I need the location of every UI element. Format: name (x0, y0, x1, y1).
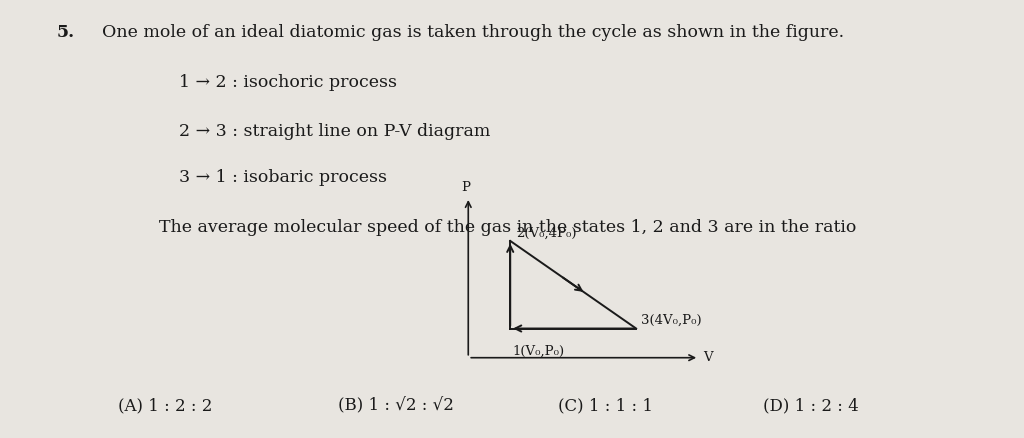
Text: 1(V₀,P₀): 1(V₀,P₀) (512, 345, 564, 357)
Text: 3(4V₀,P₀): 3(4V₀,P₀) (641, 314, 701, 327)
Text: The average molecular speed of the gas in the states 1, 2 and 3 are in the ratio: The average molecular speed of the gas i… (159, 219, 856, 236)
Text: (A) 1 : 2 : 2: (A) 1 : 2 : 2 (118, 397, 212, 414)
Text: V: V (703, 351, 713, 364)
Text: 5.: 5. (56, 24, 75, 41)
Text: (D) 1 : 2 : 4: (D) 1 : 2 : 4 (763, 397, 859, 414)
Text: (C) 1 : 1 : 1: (C) 1 : 1 : 1 (558, 397, 653, 414)
Text: One mole of an ideal diatomic gas is taken through the cycle as shown in the fig: One mole of an ideal diatomic gas is tak… (102, 24, 845, 41)
Text: 3 → 1 : isobaric process: 3 → 1 : isobaric process (179, 169, 387, 186)
Text: P: P (462, 181, 471, 194)
Text: 2 → 3 : straight line on P-V diagram: 2 → 3 : straight line on P-V diagram (179, 123, 490, 140)
Text: (B) 1 : √2 : √2: (B) 1 : √2 : √2 (338, 397, 454, 414)
Text: 1 → 2 : isochoric process: 1 → 2 : isochoric process (179, 74, 397, 92)
Text: 2(V₀,4P₀): 2(V₀,4P₀) (516, 226, 578, 240)
